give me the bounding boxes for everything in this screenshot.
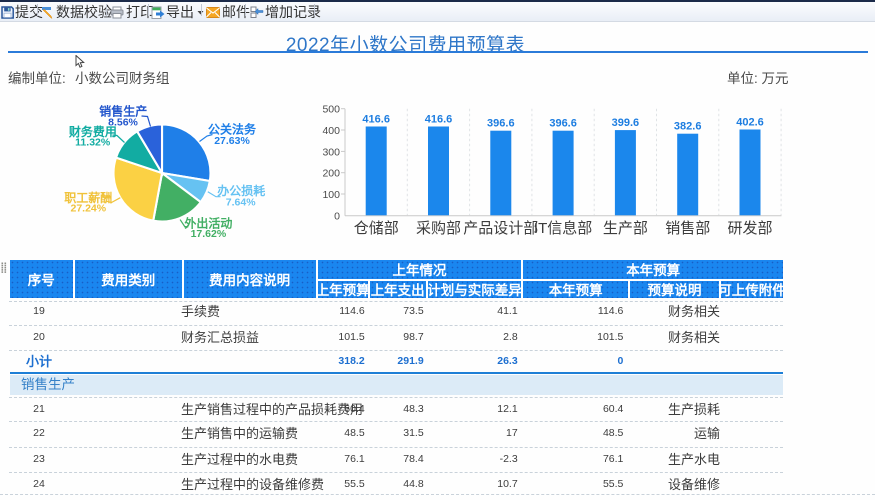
svg-text:采购部: 采购部 — [416, 220, 461, 237]
svg-text:416.6: 416.6 — [362, 114, 390, 126]
svg-text:402.6: 402.6 — [736, 117, 764, 129]
svg-text:300: 300 — [322, 146, 340, 158]
svg-text:销售部: 销售部 — [665, 220, 710, 237]
svg-text:27.63%: 27.63% — [214, 135, 250, 147]
svg-text:396.6: 396.6 — [549, 118, 577, 130]
svg-text:500: 500 — [322, 104, 340, 116]
svg-text:100: 100 — [322, 189, 340, 201]
svg-text:11.32%: 11.32% — [75, 137, 111, 149]
svg-text:7.64%: 7.64% — [226, 197, 256, 209]
svg-text:研发部: 研发部 — [727, 220, 772, 237]
svg-text:396.6: 396.6 — [487, 118, 515, 130]
svg-text:生产部: 生产部 — [603, 220, 648, 237]
svg-text:公关法务: 公关法务 — [208, 122, 257, 137]
svg-text:外出活动: 外出活动 — [184, 215, 232, 230]
svg-text:财务费用: 财务费用 — [68, 124, 117, 139]
svg-text:0: 0 — [334, 210, 340, 222]
svg-text:销售生产: 销售生产 — [99, 104, 147, 119]
svg-text:200: 200 — [322, 168, 340, 180]
svg-text:产品设计部: 产品设计部 — [463, 220, 538, 237]
svg-text:400: 400 — [322, 125, 340, 137]
svg-text:17.62%: 17.62% — [191, 228, 227, 240]
svg-text:8.56%: 8.56% — [108, 116, 138, 128]
svg-text:416.6: 416.6 — [425, 114, 453, 126]
svg-text:27.24%: 27.24% — [70, 203, 106, 215]
svg-text:职工薪酬: 职工薪酬 — [64, 190, 112, 205]
svg-text:382.6: 382.6 — [674, 121, 702, 133]
svg-text:IT信息部: IT信息部 — [534, 220, 592, 237]
svg-text:办公损耗: 办公损耗 — [217, 183, 265, 198]
svg-text:仓储部: 仓储部 — [354, 220, 399, 237]
svg-text:399.6: 399.6 — [612, 117, 640, 129]
